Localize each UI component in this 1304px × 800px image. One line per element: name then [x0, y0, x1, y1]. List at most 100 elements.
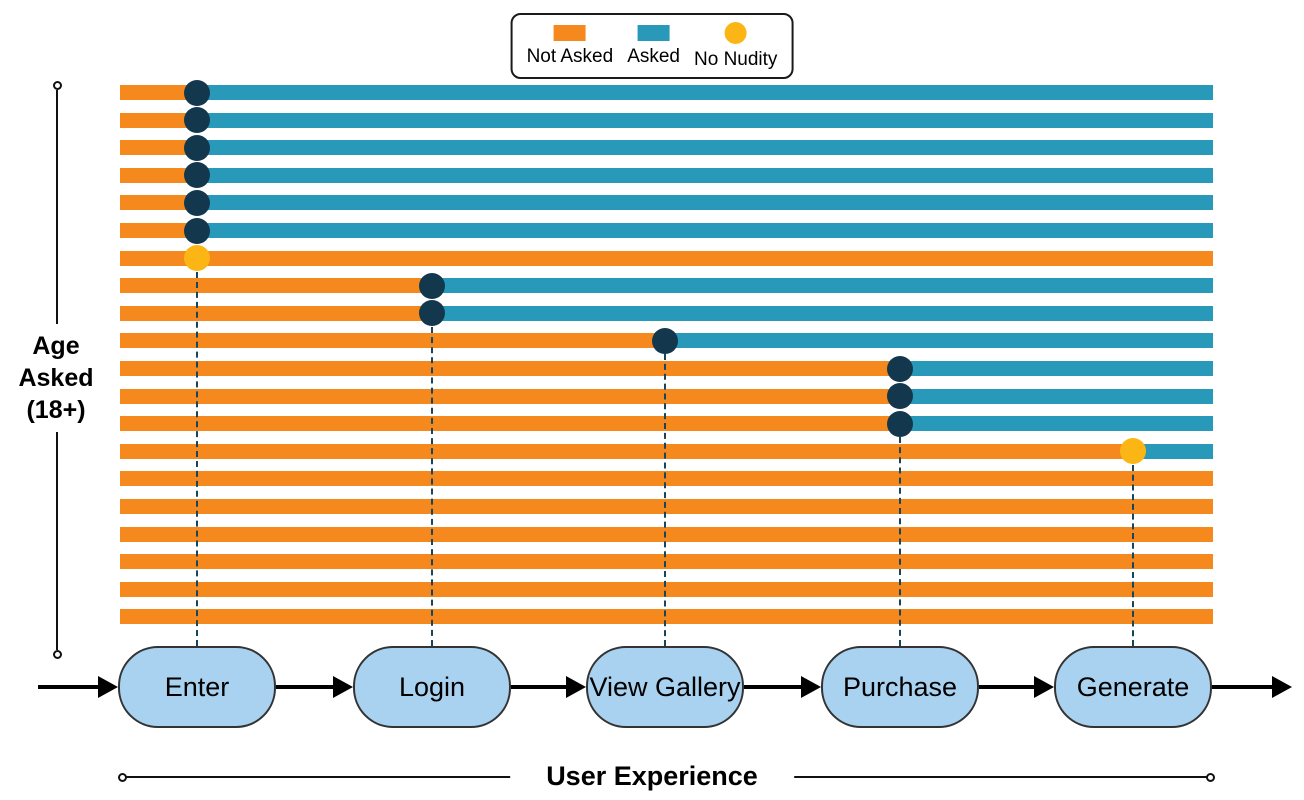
y-axis-label: Age Asked (18+): [2, 324, 110, 432]
bar-segment-full: [120, 554, 1213, 570]
stage-pill-purchase: Purchase: [821, 646, 979, 728]
flow-arrow-line: [276, 685, 339, 689]
journey-bar: [120, 471, 1213, 487]
bar-segment-after: [665, 333, 1213, 349]
journey-bar: [120, 107, 1213, 134]
journey-bar: [120, 355, 1213, 382]
journey-bar: [120, 327, 1213, 354]
journey-bar: [120, 383, 1213, 410]
bar-segment-after: [432, 278, 1213, 294]
journey-bar: [120, 438, 1213, 465]
stage-pill-login: Login: [353, 646, 511, 728]
stage-dash-line: [196, 271, 198, 646]
bar-segment-full: [120, 499, 1213, 514]
bar-segment-after: [1133, 443, 1213, 459]
flow-arrow-head: [801, 676, 821, 698]
bar-segment-full: [120, 581, 1213, 597]
bar-segment-after: [197, 167, 1213, 183]
journey-bar: [120, 300, 1213, 327]
bar-segment-before: [120, 278, 432, 294]
bar-segment-full: [120, 609, 1213, 625]
bar-segment-after: [197, 250, 1213, 266]
x-axis-left-endpoint: [118, 772, 127, 782]
age-asked-marker: [184, 162, 210, 189]
journey-bar: [120, 499, 1213, 514]
bar-segment-before: [120, 140, 197, 156]
stage-label: Generate: [1076, 671, 1190, 702]
stage-pill-enter: Enter: [118, 646, 276, 728]
legend-label-no-nudity: No Nudity: [694, 49, 778, 70]
age-asked-marker: [184, 189, 210, 216]
flow-arrow-line: [979, 685, 1040, 689]
flow-arrow-head: [98, 676, 118, 698]
bar-segment-after: [432, 305, 1213, 321]
bar-segment-full: [120, 526, 1213, 542]
age-asked-marker: [184, 134, 210, 161]
y-axis-top-endpoint: [52, 81, 62, 90]
y-axis-label-line3: (18+): [26, 396, 86, 424]
bar-segment-before: [120, 112, 197, 128]
bar-segment-after: [197, 112, 1213, 128]
stage-dash-line: [664, 354, 666, 646]
bar-segment-before: [120, 85, 197, 100]
flow-arrow-line: [1212, 685, 1278, 689]
bar-segment-after: [900, 361, 1213, 376]
age-asked-marker: [419, 300, 445, 327]
journey-bar: [120, 609, 1213, 625]
journey-bar: [120, 554, 1213, 570]
no-nudity-marker: [1120, 438, 1146, 465]
bar-segment-before: [120, 388, 900, 404]
age-asked-marker: [887, 355, 913, 382]
flow-arrow-line: [744, 685, 807, 689]
stage-dash-line: [1132, 464, 1134, 646]
no-nudity-marker: [184, 245, 210, 272]
x-axis-label: User Experience: [510, 759, 794, 794]
bar-segment-after: [900, 416, 1213, 432]
journey-bar: [120, 79, 1213, 106]
bar-segment-before: [120, 167, 197, 183]
bar-segment-after: [197, 85, 1213, 100]
age-asked-marker: [419, 272, 445, 299]
bar-segment-before: [120, 443, 1133, 459]
bar-segment-before: [120, 195, 197, 211]
y-axis-bottom-endpoint: [52, 650, 62, 659]
bar-segment-before: [120, 223, 197, 238]
flow-arrow-head: [1272, 676, 1292, 698]
legend-label-asked: Asked: [627, 46, 680, 67]
journey-bar: [120, 134, 1213, 161]
legend-item-no-nudity: No Nudity: [694, 22, 778, 71]
journey-bar: [120, 410, 1213, 437]
journey-bar: [120, 581, 1213, 597]
stage-pill-view-gallery: View Gallery: [586, 646, 744, 728]
bar-segment-after: [197, 195, 1213, 211]
bar-segment-before: [120, 416, 900, 432]
age-asked-marker: [887, 383, 913, 410]
journey-bar: [120, 245, 1213, 272]
bar-segment-after: [197, 140, 1213, 156]
y-axis-label-line2: Asked: [18, 364, 94, 392]
journey-bar: [120, 189, 1213, 216]
flow-arrow-line: [511, 685, 572, 689]
flow-arrow-head: [1034, 676, 1054, 698]
age-asked-marker: [184, 217, 210, 244]
bar-segment-before: [120, 333, 665, 349]
legend: Not Asked Asked No Nudity: [510, 13, 794, 79]
y-axis-label-line1: Age: [32, 332, 80, 360]
legend-item-asked: Asked: [627, 25, 680, 68]
flow-arrow-head: [566, 676, 586, 698]
bar-segment-before: [120, 305, 432, 321]
age-asked-marker: [887, 410, 913, 437]
stage-label: Enter: [164, 671, 230, 702]
journey-bar: [120, 526, 1213, 542]
no-nudity-swatch: [724, 22, 747, 44]
age-asked-marker: [184, 79, 210, 106]
not-asked-swatch: [553, 25, 586, 41]
journey-bar: [120, 217, 1213, 244]
age-asked-marker: [652, 327, 678, 354]
legend-label-not-asked: Not Asked: [526, 46, 614, 67]
x-axis-right-endpoint: [1206, 772, 1215, 782]
stage-label: View Gallery: [589, 671, 741, 702]
stage-label: Purchase: [842, 671, 958, 702]
stage-dash-line: [899, 437, 901, 646]
